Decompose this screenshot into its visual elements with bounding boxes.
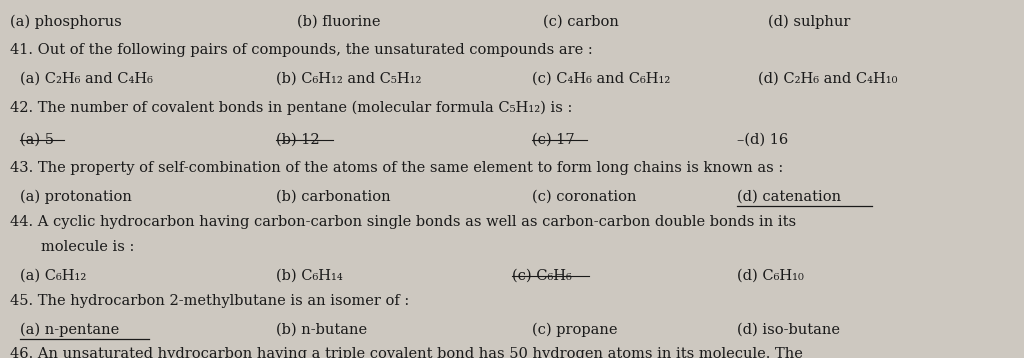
Text: molecule is :: molecule is : [41,240,134,254]
Text: (a) C₂H₆ and C₄H₆: (a) C₂H₆ and C₄H₆ [20,72,154,86]
Text: (a) 5: (a) 5 [20,132,54,146]
Text: (c) propane: (c) propane [532,322,617,337]
Text: 43. The property of self-combination of the atoms of the same element to form lo: 43. The property of self-combination of … [10,161,783,175]
Text: (d) sulphur: (d) sulphur [768,14,850,29]
Text: (c) carbon: (c) carbon [543,14,618,28]
Text: (a) phosphorus: (a) phosphorus [10,14,122,29]
Text: (c) C₄H₆ and C₆H₁₂: (c) C₄H₆ and C₆H₁₂ [532,72,671,86]
Text: (c) coronation: (c) coronation [532,190,637,204]
Text: (b) C₆H₁₂ and C₅H₁₂: (b) C₆H₁₂ and C₅H₁₂ [276,72,422,86]
Text: (c) C₆H₆: (c) C₆H₆ [512,268,571,282]
Text: (a) protonation: (a) protonation [20,190,132,204]
Text: (b) carbonation: (b) carbonation [276,190,391,204]
Text: (d) C₂H₆ and C₄H₁₀: (d) C₂H₆ and C₄H₁₀ [758,72,897,86]
Text: (c) 17: (c) 17 [532,132,575,146]
Text: (b) 12: (b) 12 [276,132,321,146]
Text: (b) fluorine: (b) fluorine [297,14,381,28]
Text: –(d) 16: –(d) 16 [737,132,788,146]
Text: (d) iso-butane: (d) iso-butane [737,322,841,336]
Text: (d) catenation: (d) catenation [737,190,842,204]
Text: (d) C₆H₁₀: (d) C₆H₁₀ [737,268,804,282]
Text: 41. Out of the following pairs of compounds, the unsaturated compounds are :: 41. Out of the following pairs of compou… [10,43,593,57]
Text: 45. The hydrocarbon 2-methylbutane is an isomer of :: 45. The hydrocarbon 2-methylbutane is an… [10,294,410,308]
Text: (b) C₆H₁₄: (b) C₆H₁₄ [276,268,343,282]
Text: 44. A cyclic hydrocarbon having carbon-carbon single bonds as well as carbon-car: 44. A cyclic hydrocarbon having carbon-c… [10,215,797,229]
Text: (b) n-butane: (b) n-butane [276,322,368,336]
Text: (a) n-pentane: (a) n-pentane [20,322,120,337]
Text: 46. An unsaturated hydrocarbon having a triple covalent bond has 50 hydrogen ato: 46. An unsaturated hydrocarbon having a … [10,347,803,358]
Text: (a) C₆H₁₂: (a) C₆H₁₂ [20,268,87,282]
Text: 42. The number of covalent bonds in pentane (molecular formula C₅H₁₂) is :: 42. The number of covalent bonds in pent… [10,100,572,115]
